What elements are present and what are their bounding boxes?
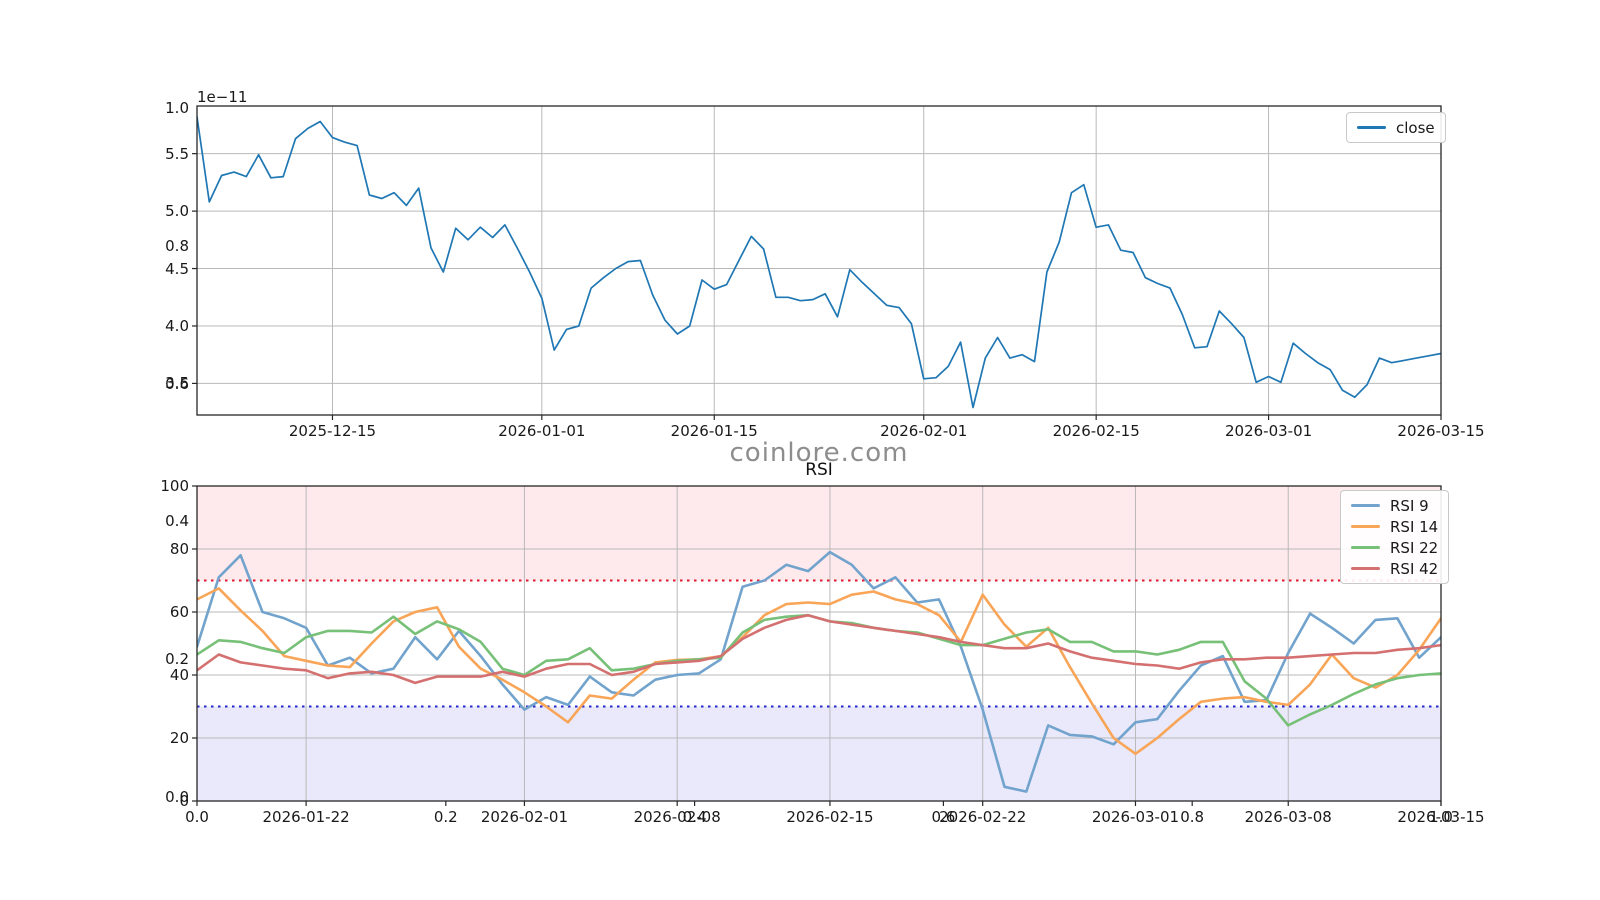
legend-line-swatch xyxy=(1351,546,1380,549)
xtick-label-2026-01-22: 2026-01-22 xyxy=(262,808,350,826)
ytick-label-0: 0 xyxy=(179,792,189,810)
series-rsi-9 xyxy=(197,550,1441,793)
legend-label: RSI 42 xyxy=(1390,559,1439,578)
legend-line-swatch xyxy=(1351,525,1380,528)
series-rsi-14 xyxy=(197,587,1441,756)
threshold-band xyxy=(197,706,1441,801)
overlay-xtick-0.0: 0.0 xyxy=(185,808,209,826)
legend-item-rsi-14: RSI 14 xyxy=(1351,516,1438,537)
legend-item-rsi-9: RSI 9 xyxy=(1351,495,1438,516)
xtick-label-2026-02-15: 2026-02-15 xyxy=(786,808,874,826)
legend-label: RSI 9 xyxy=(1390,496,1429,515)
axis-offset-label: 1e−11 xyxy=(197,88,248,106)
xtick-label-2026-02-01: 2026-02-01 xyxy=(880,422,968,440)
ytick-label-4.5: 4.5 xyxy=(165,259,189,278)
rsi-chart xyxy=(192,485,1442,806)
xtick-label-2025-12-15: 2025-12-15 xyxy=(288,422,377,440)
ytick-label-80: 80 xyxy=(169,540,189,558)
xtick-label-2026-02-01: 2026-02-01 xyxy=(480,808,568,826)
watermark: coinlore.com xyxy=(729,438,909,468)
legend-item-close: close xyxy=(1357,117,1435,138)
rsi-legend: RSI 9 RSI 14 RSI 22 RSI 42 xyxy=(1340,490,1450,584)
legend-line-swatch xyxy=(1351,504,1380,507)
ytick-label-5.5: 5.5 xyxy=(165,144,189,163)
price-legend: close xyxy=(1346,112,1446,143)
xtick-label-2026-02-22: 2026-02-22 xyxy=(939,808,1027,826)
legend-label: RSI 14 xyxy=(1390,517,1439,536)
legend-line-swatch xyxy=(1357,126,1386,129)
price-chart xyxy=(192,105,1442,420)
overlay-xtick-0.2: 0.2 xyxy=(433,808,458,826)
overlay-ytick-0.6: 0.6 xyxy=(165,374,189,393)
axes-spine xyxy=(196,105,1442,416)
overlay-xtick-0.4: 0.4 xyxy=(682,808,707,826)
legend-label: RSI 22 xyxy=(1390,538,1439,557)
legend-label: close xyxy=(1396,118,1435,137)
axes-spine xyxy=(196,485,1442,802)
xtick-label-2026-02-15: 2026-02-15 xyxy=(1052,422,1140,440)
overlay-ytick-0.2: 0.2 xyxy=(165,650,189,669)
ytick-label-20: 20 xyxy=(169,729,189,747)
xtick-label-2026-02-08: 2026-02-08 xyxy=(633,808,721,826)
ytick-label-40: 40 xyxy=(169,666,189,684)
rsi-chart-title: RSI xyxy=(805,460,833,480)
overlay-xtick-0.6: 0.6 xyxy=(931,808,956,826)
legend-item-rsi-22: RSI 22 xyxy=(1351,537,1438,558)
ytick-label-60: 60 xyxy=(169,603,189,621)
xtick-label-2026-03-01: 2026-03-01 xyxy=(1224,422,1313,440)
xtick-label-2026-03-08: 2026-03-08 xyxy=(1244,808,1332,826)
overlay-ytick-0.8: 0.8 xyxy=(165,236,189,255)
xtick-label-2026-03-01: 2026-03-01 xyxy=(1091,808,1180,826)
xtick-label-2026-01-01: 2026-01-01 xyxy=(498,422,586,440)
legend-line-swatch xyxy=(1351,567,1380,570)
series-rsi-42 xyxy=(197,613,1441,685)
overlay-xtick-1.0: 1.0 xyxy=(1429,808,1453,826)
ytick-label-100: 100 xyxy=(160,477,189,495)
ytick-label-3.5: 3.5 xyxy=(165,374,189,393)
xtick-label-2026-03-15: 2026-03-15 xyxy=(1397,422,1485,440)
legend-item-rsi-42: RSI 42 xyxy=(1351,558,1438,579)
overlay-xtick-0.8: 0.8 xyxy=(1180,808,1205,826)
ytick-label-5.0: 5.0 xyxy=(165,202,189,221)
threshold-band xyxy=(197,486,1441,581)
overlay-ytick-0.4: 0.4 xyxy=(165,512,189,531)
overlay-ytick-1.0: 1.0 xyxy=(165,99,189,117)
xtick-label-2026-01-15: 2026-01-15 xyxy=(670,422,758,440)
series-close xyxy=(197,116,1441,409)
overlay-ytick-0.0: 0.0 xyxy=(165,788,189,806)
xtick-label-2026-03-15: 2026-03-15 xyxy=(1397,808,1485,826)
ytick-label-4.0: 4.0 xyxy=(165,316,189,335)
